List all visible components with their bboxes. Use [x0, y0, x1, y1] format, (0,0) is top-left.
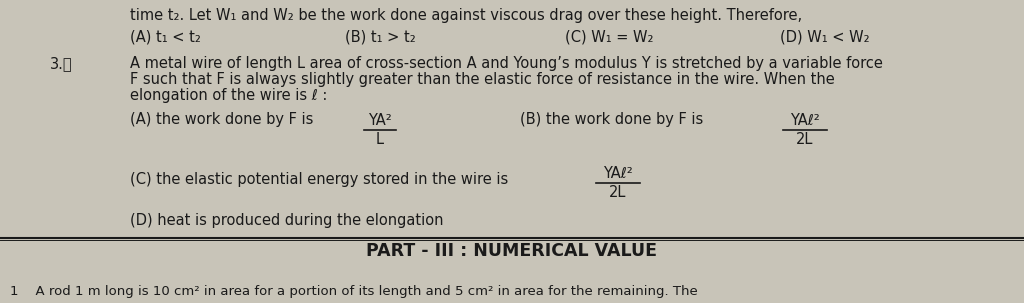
- Text: (B) t₁ > t₂: (B) t₁ > t₂: [345, 30, 416, 45]
- Text: (A) the work done by F is: (A) the work done by F is: [130, 112, 313, 127]
- Text: A metal wire of length L area of cross-section A and Young’s modulus Y is stretc: A metal wire of length L area of cross-s…: [130, 56, 883, 71]
- Text: YA²: YA²: [368, 113, 392, 128]
- Text: 2L: 2L: [797, 132, 814, 147]
- Text: elongation of the wire is ℓ :: elongation of the wire is ℓ :: [130, 88, 328, 103]
- Text: 3.⨽: 3.⨽: [50, 56, 73, 71]
- Text: 1    A rod 1 m long is 10 cm² in area for a portion of its length and 5 cm² in a: 1 A rod 1 m long is 10 cm² in area for a…: [10, 285, 697, 298]
- Text: (B) the work done by F is: (B) the work done by F is: [520, 112, 703, 127]
- Text: (C) W₁ = W₂: (C) W₁ = W₂: [565, 30, 653, 45]
- Text: F such that F is always slightly greater than the elastic force of resistance in: F such that F is always slightly greater…: [130, 72, 835, 87]
- Text: (D) W₁ < W₂: (D) W₁ < W₂: [780, 30, 869, 45]
- Text: (D) heat is produced during the elongation: (D) heat is produced during the elongati…: [130, 213, 443, 228]
- Text: L: L: [376, 132, 384, 147]
- Text: time t₂. Let W₁ and W₂ be the work done against viscous drag over these height. : time t₂. Let W₁ and W₂ be the work done …: [130, 8, 802, 23]
- Text: 2L: 2L: [609, 185, 627, 200]
- Text: (A) t₁ < t₂: (A) t₁ < t₂: [130, 30, 201, 45]
- Text: (C) the elastic potential energy stored in the wire is: (C) the elastic potential energy stored …: [130, 172, 508, 187]
- Text: PART - III : NUMERICAL VALUE: PART - III : NUMERICAL VALUE: [367, 242, 657, 260]
- Text: YAℓ²: YAℓ²: [603, 166, 633, 181]
- Text: YAℓ²: YAℓ²: [791, 113, 820, 128]
